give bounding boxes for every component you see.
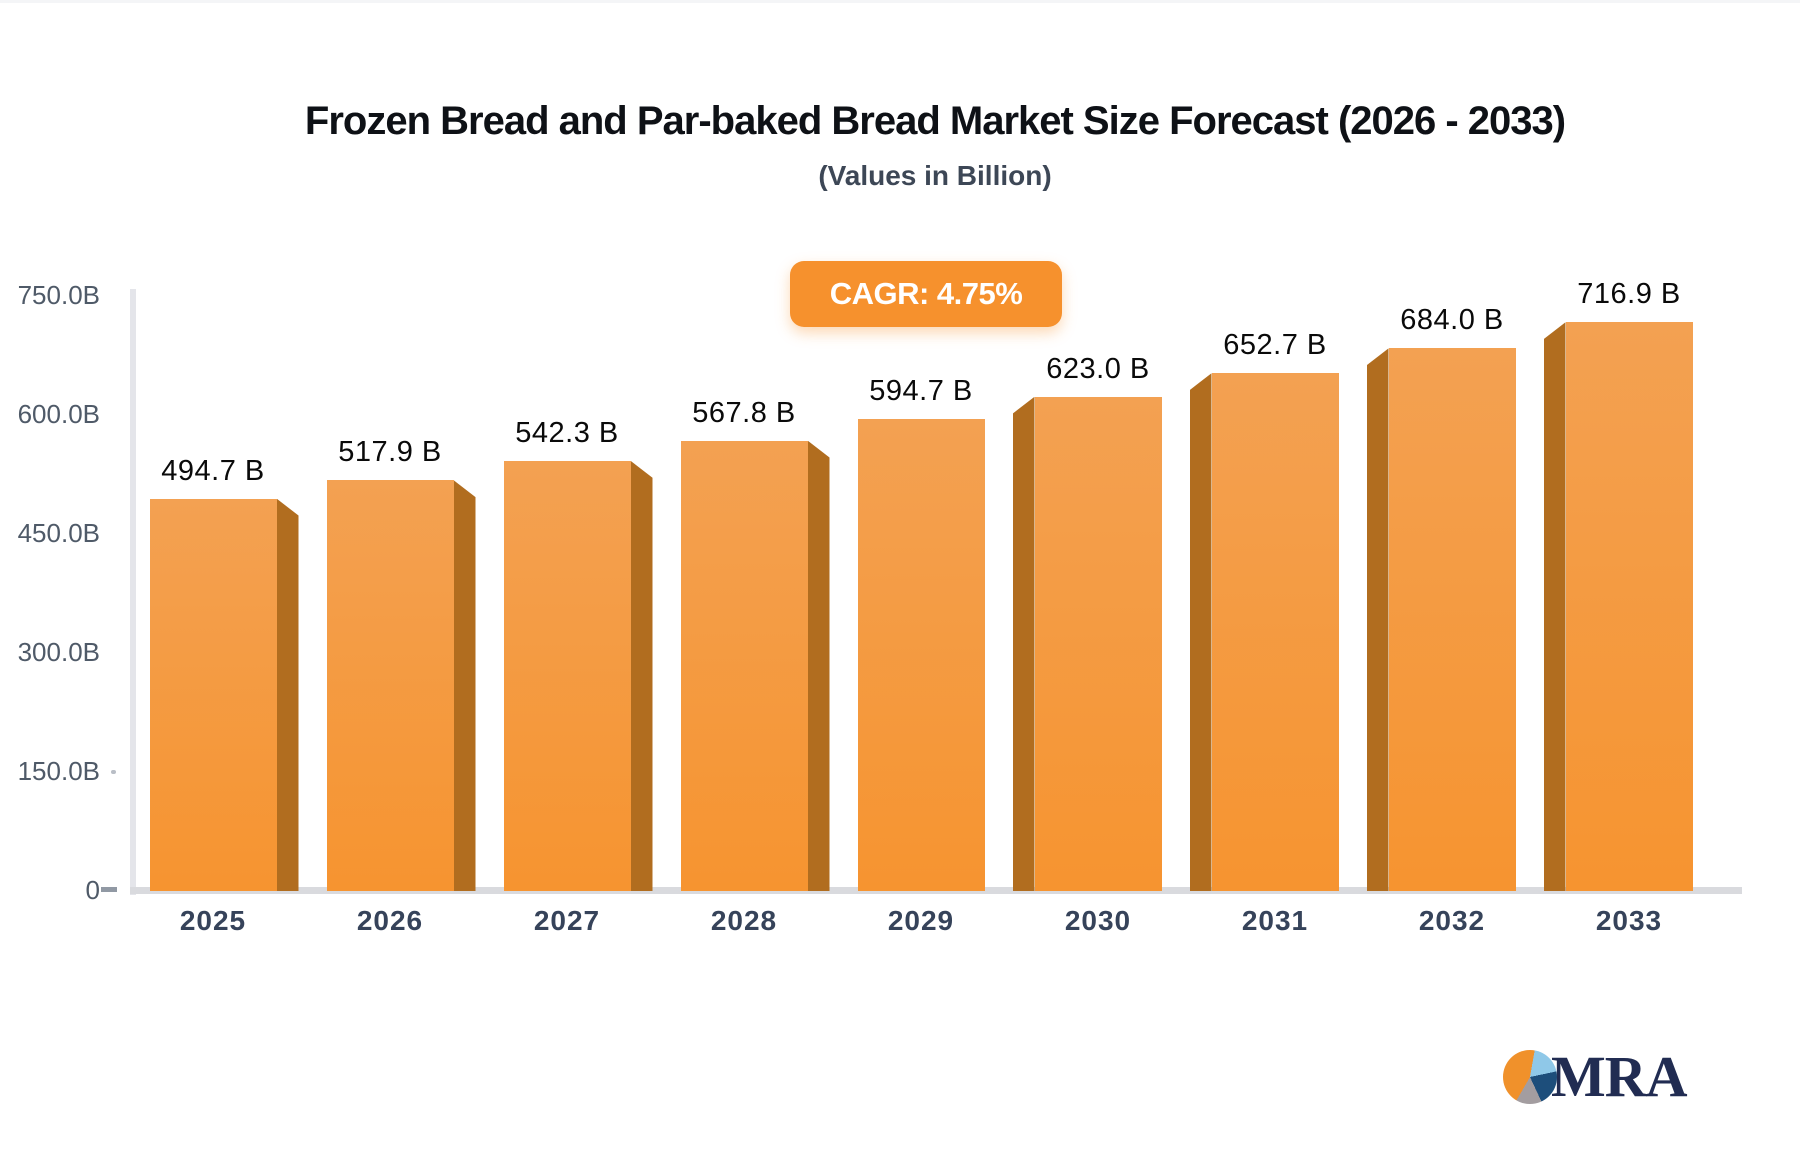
x-tick-label: 2029 <box>887 905 955 936</box>
chart-header: Frozen Bread and Par-baked Bread Market … <box>70 3 1800 192</box>
bar-face <box>503 460 631 891</box>
bar-face <box>326 480 454 891</box>
bar-3d-side <box>276 498 299 891</box>
y-axis-150-tick <box>111 770 116 774</box>
bar-3d-side <box>1012 396 1035 891</box>
y-tick-label: 150.0B <box>17 756 100 786</box>
x-tick-label: 2025 <box>179 905 247 936</box>
bar-3d-side <box>1366 348 1389 891</box>
bar-value-label: 652.7 B <box>1223 329 1327 362</box>
bar-face <box>1034 396 1162 891</box>
pie-chart-logo-icon <box>1503 1049 1557 1104</box>
bar-3d-side <box>1543 322 1566 891</box>
y-axis-zero-tick <box>101 887 117 892</box>
bar-face <box>1565 322 1693 891</box>
x-tick-label: 2032 <box>1418 905 1486 936</box>
bar-face <box>680 440 808 891</box>
bar-value-label: 623.0 B <box>1046 352 1150 385</box>
y-tick-label: 750.0B <box>17 280 100 310</box>
y-tick-label: 450.0B <box>17 518 100 548</box>
chart-title: Frozen Bread and Par-baked Bread Market … <box>304 99 1566 143</box>
bar-3d-side <box>1189 373 1212 891</box>
bar-3d-side <box>630 460 653 891</box>
bar-value-label: 494.7 B <box>161 454 265 487</box>
x-tick-label: 2027 <box>533 905 601 936</box>
bar-face <box>1388 348 1516 891</box>
bar-3d-side <box>807 440 830 891</box>
bar-value-label: 594.7 B <box>869 375 973 408</box>
x-tick-label: 2033 <box>1595 905 1663 936</box>
cagr-badge-label: CAGR: 4.75% <box>829 276 1023 311</box>
bar-face <box>857 419 985 891</box>
x-tick-label: 2031 <box>1241 905 1309 936</box>
bar-value-label: 716.9 B <box>1577 278 1681 311</box>
brand-logo: MRA <box>1503 1043 1688 1110</box>
y-tick-label: 0 <box>85 875 100 905</box>
chart-subtitle: (Values in Billion) <box>818 160 1052 191</box>
bar-value-label: 567.8 B <box>692 396 796 429</box>
y-axis-line <box>130 289 136 895</box>
bar-face <box>149 498 277 891</box>
bar-face <box>1211 373 1339 891</box>
bar-3d-side <box>453 480 476 891</box>
x-tick-label: 2028 <box>710 905 778 936</box>
y-tick-label: 600.0B <box>17 399 100 429</box>
cagr-badge: CAGR: 4.75% <box>790 261 1062 327</box>
x-tick-label: 2026 <box>356 905 424 936</box>
bar-value-label: 517.9 B <box>338 436 442 469</box>
bar-value-label: 684.0 B <box>1400 304 1504 337</box>
brand-logo-text: MRA <box>1551 1044 1688 1109</box>
y-tick-label: 300.0B <box>17 637 100 667</box>
bar-value-label: 542.3 B <box>515 416 619 449</box>
x-tick-label: 2030 <box>1064 905 1132 936</box>
